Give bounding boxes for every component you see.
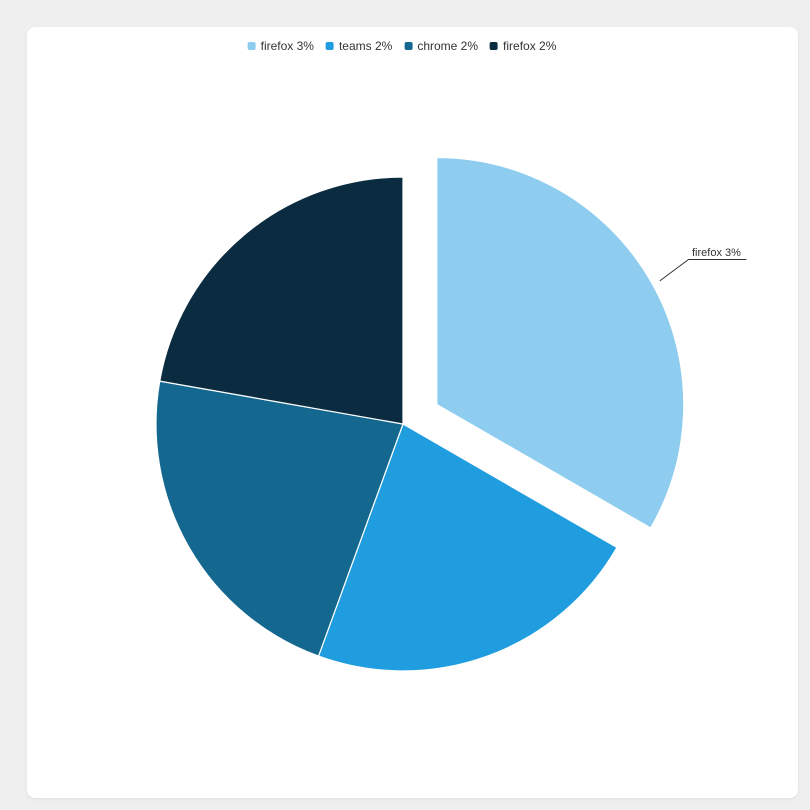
legend-marker-icon — [325, 42, 334, 50]
legend-item-teams-2[interactable]: teams 2% — [325, 39, 393, 53]
legend-marker-icon — [247, 42, 256, 50]
legend-label: firefox 2% — [503, 39, 557, 53]
legend-label: chrome 2% — [417, 39, 479, 53]
legend-item-firefox-3[interactable]: firefox 3% — [247, 39, 314, 53]
legend-label: teams 2% — [338, 39, 393, 53]
legend-marker-icon — [490, 42, 499, 50]
pie-slice-firefox-3[interactable] — [436, 156, 685, 529]
legend-item-firefox-2[interactable]: firefox 2% — [490, 39, 556, 53]
pie-slice-chrome-2[interactable] — [155, 380, 404, 657]
legend-marker-icon — [404, 42, 413, 50]
chart-legend: firefox 3% teams 2% chrome 2% firefox 2% — [247, 39, 556, 53]
pie-slice-firefox-2[interactable] — [159, 176, 404, 425]
callout-leader-line — [659, 259, 747, 282]
pie-slice-teams-2[interactable] — [317, 423, 618, 672]
legend-item-chrome-2[interactable]: chrome 2% — [404, 39, 478, 53]
legend-label: firefox 3% — [260, 39, 314, 53]
callout-label: firefox 3% — [692, 247, 741, 259]
